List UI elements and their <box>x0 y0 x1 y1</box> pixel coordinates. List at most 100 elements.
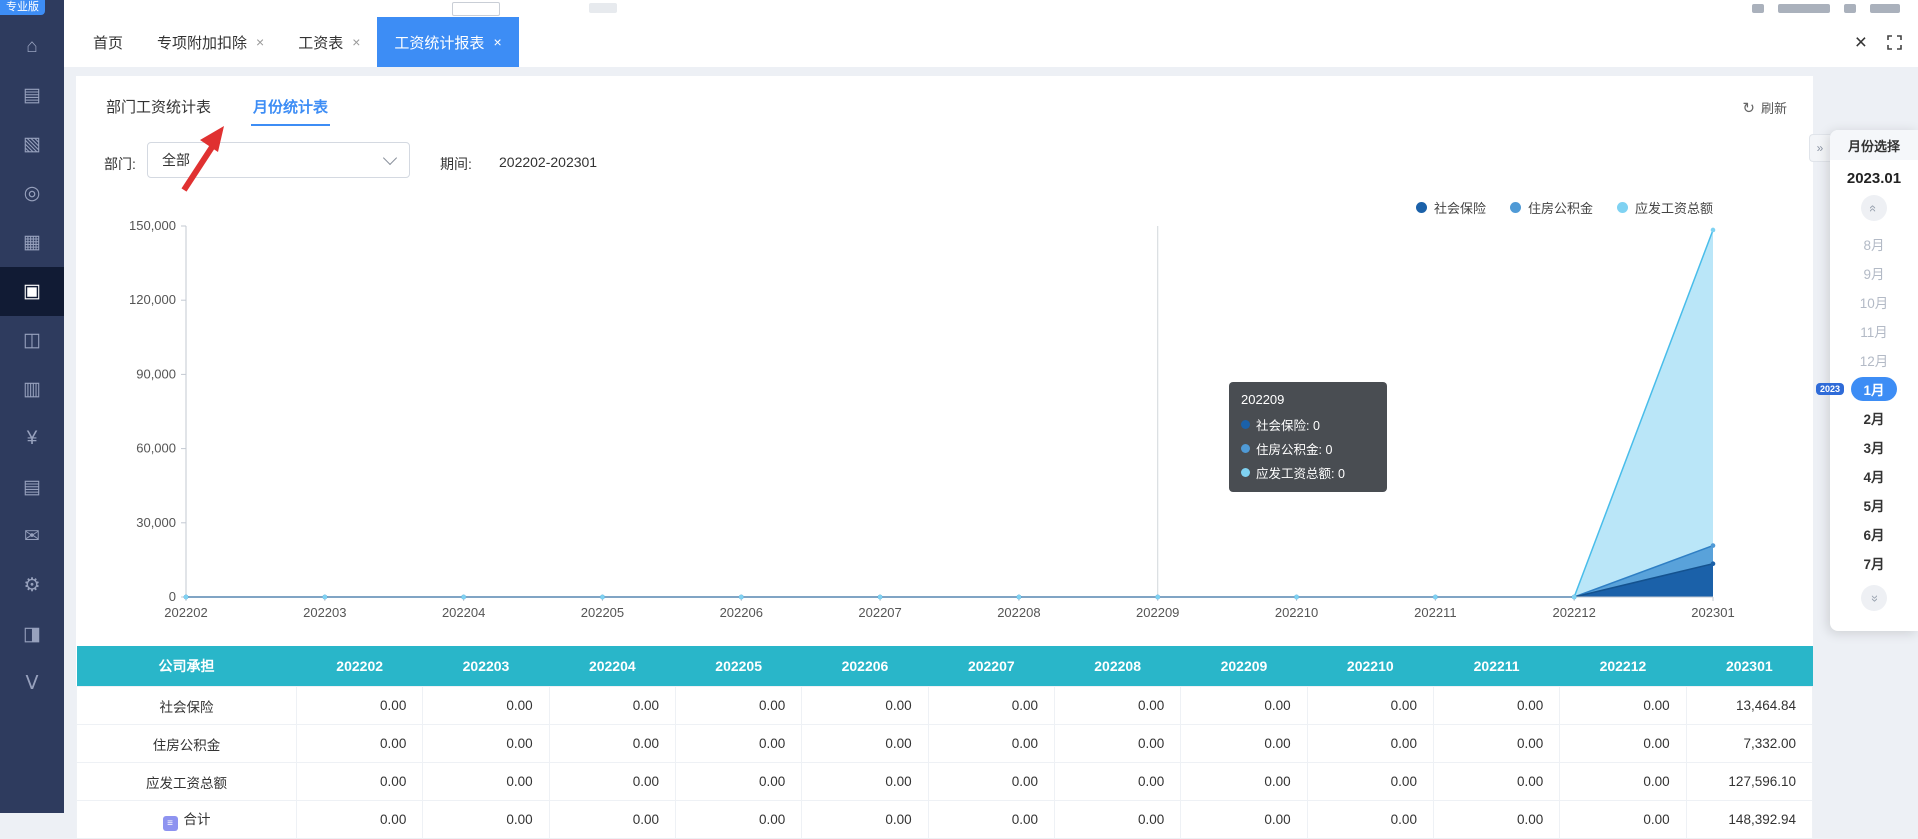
sidebar-item-brand-v[interactable]: Ⅴ <box>0 659 64 708</box>
close-all-icon[interactable]: × <box>1854 30 1867 54</box>
sidebar-item-assets[interactable]: ▥ <box>0 365 64 414</box>
sidebar-item-reports[interactable]: ▧ <box>0 120 64 169</box>
tab-专项附加扣除[interactable]: 专项附加扣除 × <box>140 17 281 67</box>
table-col-header: 202204 <box>549 646 676 687</box>
close-tab-icon[interactable]: × <box>256 34 265 50</box>
table-cell: 0.00 <box>548 686 676 725</box>
tab-工资统计报表[interactable]: 工资统计报表 × <box>377 17 519 67</box>
month-item-8月[interactable]: 8月 <box>1863 237 1885 253</box>
svg-text:90,000: 90,000 <box>136 366 176 381</box>
legend-item[interactable]: 应发工资总额 <box>1616 198 1713 217</box>
table-cell: 0.00 <box>1306 800 1434 839</box>
header-partial-box[interactable] <box>452 2 500 16</box>
month-item-5月[interactable]: 5月 <box>1863 498 1885 514</box>
legend-dot <box>1415 202 1427 213</box>
table-col-header: 202209 <box>1180 646 1308 687</box>
table-col-header: 202206 <box>801 646 929 687</box>
contacts-icon: ✉ <box>24 526 40 547</box>
table-cell: 0.00 <box>1559 762 1687 801</box>
sidebar-item-settings[interactable]: ⚙ <box>0 561 64 610</box>
table-col-header: 公司承担 <box>76 646 297 687</box>
department-select[interactable]: 全部 <box>147 142 410 178</box>
month-item-11月[interactable]: 11月 <box>1860 324 1888 340</box>
close-tab-icon[interactable]: × <box>352 34 361 50</box>
header-partial-text[interactable] <box>1778 4 1830 13</box>
svg-text:202202: 202202 <box>164 605 207 620</box>
tab-首页[interactable]: 首页 <box>76 17 140 67</box>
table-cell: 0.00 <box>422 800 550 839</box>
header-partial-icon[interactable] <box>1752 4 1764 13</box>
svg-text:202204: 202204 <box>442 605 485 620</box>
close-tab-icon[interactable]: × <box>493 34 502 50</box>
month-item-10月[interactable]: 10月 <box>1859 295 1889 311</box>
header-partial-text[interactable] <box>1870 4 1900 13</box>
subtab-部门工资统计表[interactable]: 部门工资统计表 <box>106 99 212 116</box>
month-item-2月[interactable]: 2月 <box>1863 411 1885 427</box>
month-item-6月[interactable]: 6月 <box>1863 527 1885 543</box>
table-cell: 13,464.84 <box>1685 686 1814 725</box>
table-cell: 0.00 <box>674 724 803 763</box>
svg-text:202203: 202203 <box>303 605 346 620</box>
panel-collapse-icon[interactable]: » <box>1809 134 1830 162</box>
scroll-down-button[interactable]: « <box>1861 585 1887 611</box>
month-item-12月[interactable]: 12月 <box>1859 353 1889 369</box>
home-icon: ⌂ <box>26 35 38 57</box>
table-cell: 0.00 <box>1306 762 1434 801</box>
table-cell: 0.00 <box>295 686 424 725</box>
month-item-7月[interactable]: 7月 <box>1863 556 1885 572</box>
refresh-button[interactable]: ↻ 刷新 <box>1742 98 1787 117</box>
legend-dot <box>1616 202 1628 213</box>
table-cell: 7,332.00 <box>1685 724 1814 763</box>
scroll-up-button[interactable]: « <box>1861 195 1887 221</box>
row-label: ≡ 合计 <box>76 800 297 839</box>
sidebar-nav: ⌂ ▤ ▧ ◎ ▦ ▣ ◫ ▥ ¥ ▤ ✉ ⚙ ◨ Ⅴ <box>0 22 64 708</box>
month-item-9月[interactable]: 9月 <box>1863 266 1885 282</box>
salary-chart[interactable]: 0 30,000 60,000 90,000 120,000 150,000 202202 2… <box>80 196 1760 628</box>
sidebar-item-home[interactable]: ⌂ <box>0 22 64 71</box>
legend-item[interactable]: 社会保险 <box>1415 198 1486 217</box>
table-header-row: 公司承担 202202 202203 202204 202205 202206 202207… <box>76 646 1813 687</box>
sidebar-item-vouchers[interactable]: ▤ <box>0 71 64 120</box>
month-item-3月[interactable]: 3月 <box>1863 440 1885 456</box>
table-cell: 0.00 <box>1559 686 1687 725</box>
table-col-header: 202207 <box>928 646 1055 687</box>
tab-工资表[interactable]: 工资表 × <box>281 17 377 67</box>
sidebar-item-cashier[interactable]: ▤ <box>0 463 64 512</box>
subtab-月份统计表[interactable]: 月份统计表 <box>251 88 331 126</box>
table-cell: 0.00 <box>548 762 676 801</box>
header-partial-icon[interactable] <box>1844 4 1856 13</box>
report-card: 部门工资统计表 月份统计表 ↻ 刷新 部门: 全部 期间: 202202-2023… <box>76 76 1814 839</box>
sidebar-item-inventory[interactable]: ◫ <box>0 316 64 365</box>
tab-bar: 首页 专项附加扣除 × 工资表 × 工资统计报表 × × <box>64 17 1918 67</box>
svg-text:202207: 202207 <box>858 605 901 620</box>
tooltip-row: 应发工资总额: 0 <box>1241 463 1375 482</box>
salary-table: 公司承担 202202 202203 202204 202205 202206 202207… <box>76 646 1814 839</box>
table-row: 住房公积金 0.00 0.00 0.00 0.00 0.00 0.00 0.00 0.00 0.0… <box>76 724 1814 763</box>
table-cell: 0.00 <box>295 724 424 763</box>
month-item-4月[interactable]: 4月 <box>1863 469 1885 485</box>
svg-text:120,000: 120,000 <box>129 292 176 307</box>
table-col-header: 202212 <box>1559 646 1687 687</box>
sidebar-item-contacts[interactable]: ✉ <box>0 512 64 561</box>
vouchers-icon: ▤ <box>23 85 41 106</box>
sidebar-item-salary-statistics[interactable]: ▣ <box>0 267 64 316</box>
month-panel-title: 月份选择 <box>1830 130 1918 160</box>
svg-text:202212: 202212 <box>1552 605 1595 620</box>
table-cell: 0.00 <box>1306 686 1434 725</box>
table-col-header: 202208 <box>1054 646 1181 687</box>
row-label: 社会保险 <box>76 686 297 725</box>
month-item-1月[interactable]: 2023 1月 <box>1816 374 1918 403</box>
table-cell: 0.00 <box>927 686 1055 725</box>
sidebar-item-funds[interactable]: ◎ <box>0 169 64 218</box>
double-chevron-down-icon: « <box>1866 594 1882 602</box>
sidebar-item-salary[interactable]: ¥ <box>0 414 64 463</box>
sidebar-item-ledger[interactable]: ▦ <box>0 218 64 267</box>
legend-item[interactable]: 住房公积金 <box>1509 198 1593 217</box>
fullscreen-icon[interactable] <box>1887 34 1902 50</box>
table-cell: 0.00 <box>1180 762 1308 801</box>
header-partial-chip[interactable] <box>589 3 617 13</box>
sidebar-item-invoice[interactable]: ◨ <box>0 610 64 659</box>
period-value[interactable]: 202202-202301 <box>499 154 598 170</box>
table-cell: 0.00 <box>801 724 929 763</box>
table-col-header: 202202 <box>296 646 423 687</box>
